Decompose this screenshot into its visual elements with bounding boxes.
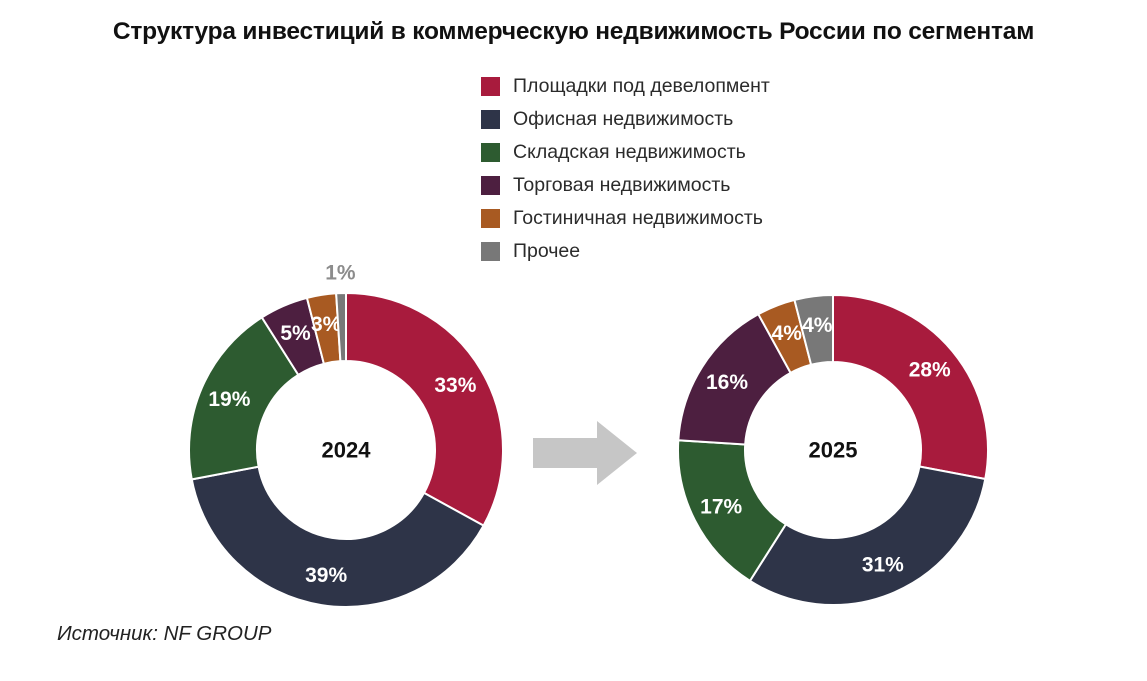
legend-item-label: Торговая недвижимость [513, 173, 731, 196]
arrow-right-icon [533, 421, 637, 485]
legend-item-label: Складская недвижимость [513, 140, 746, 163]
slice-value-label: 3% [311, 313, 342, 336]
slice-value-label: 4% [802, 314, 833, 337]
donut-slice [832, 293, 989, 481]
legend-item: Гостиничная недвижимость [481, 202, 901, 235]
slice-value-label: 31% [862, 554, 904, 577]
slice-value-label: 16% [706, 371, 748, 394]
donut-center-label: 2024 [322, 438, 372, 463]
source-note: Источник: NF GROUP [57, 622, 272, 645]
legend-item: Складская недвижимость [481, 136, 901, 169]
legend-swatch-icon [481, 209, 500, 228]
donut-svg-2025: 28% 31% 17% 16% 4% 4% 2025 [677, 293, 989, 606]
donut-center-label: 2025 [809, 438, 858, 463]
donut-chart-2025: 28% 31% 17% 16% 4% 4% 2025 [677, 293, 989, 606]
donut-slice [748, 465, 987, 606]
slice-value-label: 39% [305, 564, 347, 587]
donut-slice [190, 465, 485, 608]
legend-swatch-icon [481, 143, 500, 162]
legend-swatch-icon [481, 242, 500, 261]
legend-item: Торговая недвижимость [481, 169, 901, 202]
legend-item-label: Площадки под девелопмент [513, 74, 770, 97]
legend-swatch-icon [481, 176, 500, 195]
slice-value-label: 33% [434, 374, 476, 397]
slice-value-label: 5% [280, 322, 311, 345]
donut-slice [345, 291, 504, 527]
donut-svg-2024: 33% 39% 19% 5% 3% 1% 2024 [188, 262, 504, 608]
slice-value-label: 1% [325, 262, 356, 285]
page-title: Структура инвестиций в коммерческую недв… [112, 18, 1035, 45]
donut-slice [793, 293, 834, 366]
legend-item-label: Прочее [513, 239, 581, 262]
donut-chart-2024: 33% 39% 19% 5% 3% 1% 2024 [188, 262, 504, 608]
chart-legend: Площадки под девелопмент Офисная недвижим… [481, 70, 901, 268]
slice-value-label: 4% [772, 322, 803, 345]
legend-swatch-icon [481, 110, 500, 129]
legend-item-label: Гостиничная недвижимость [513, 206, 763, 229]
legend-item-label: Офисная недвижимость [513, 107, 734, 130]
legend-item: Площадки под девелопмент [481, 70, 901, 103]
legend-item: Офисная недвижимость [481, 103, 901, 136]
legend-swatch-icon [481, 77, 500, 96]
slice-value-label: 17% [700, 495, 742, 518]
slice-value-label: 28% [909, 358, 951, 381]
legend-item: Прочее [481, 235, 901, 268]
slice-value-label: 19% [208, 388, 250, 411]
donut-slice [335, 291, 347, 363]
